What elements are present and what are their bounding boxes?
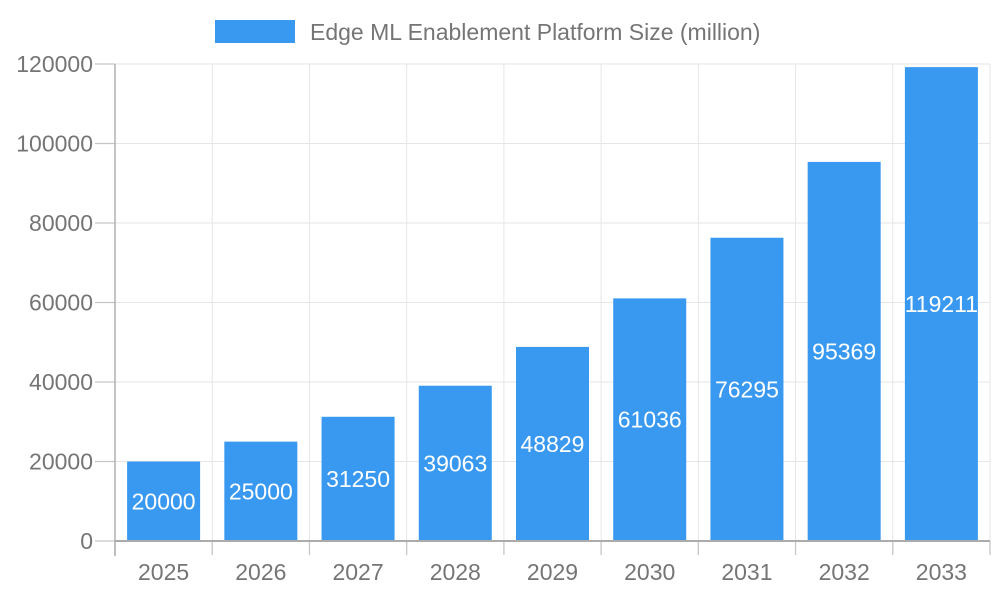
x-tick-label: 2028 xyxy=(430,559,481,585)
bar-value-label: 48829 xyxy=(521,431,585,457)
y-axis-labels: 0 20000 40000 60000 80000 100000 120000 xyxy=(16,51,93,554)
x-tick-label: 2027 xyxy=(332,559,383,585)
bar-value-label: 20000 xyxy=(132,488,196,514)
bar-2032 xyxy=(807,161,881,542)
x-tick-label: 2031 xyxy=(721,559,772,585)
bar-value-label: 119211 xyxy=(905,291,978,317)
y-tick-label: 0 xyxy=(80,528,93,554)
bar-2033 xyxy=(904,67,978,541)
x-tick-label: 2026 xyxy=(235,559,286,585)
bar-2030 xyxy=(613,298,687,541)
bar-2028 xyxy=(418,385,492,541)
bar-value-label: 25000 xyxy=(229,478,293,504)
y-tick-label: 120000 xyxy=(16,51,93,77)
y-tick-label: 60000 xyxy=(29,290,93,316)
bar-value-label: 61036 xyxy=(618,407,682,433)
y-tick-label: 20000 xyxy=(29,449,93,475)
bar-value-label: 39063 xyxy=(423,450,487,476)
x-axis-labels: 2025 2026 2027 2028 2029 2030 2031 2032 2033 xyxy=(138,559,967,585)
legend: Edge ML Enablement Platform Size (millio… xyxy=(215,19,760,45)
axis-lines xyxy=(95,63,991,556)
x-tick-label: 2032 xyxy=(819,559,870,585)
gridlines xyxy=(115,63,991,541)
bar-value-label: 76295 xyxy=(715,376,779,402)
x-tick-label: 2029 xyxy=(527,559,578,585)
x-tick-label: 2033 xyxy=(916,559,967,585)
bar-value-label: 31250 xyxy=(326,466,390,492)
bar-2026 xyxy=(224,441,298,541)
x-tick-label: 2030 xyxy=(624,559,675,585)
bar-2025 xyxy=(127,461,201,541)
legend-label: Edge ML Enablement Platform Size (millio… xyxy=(310,19,760,45)
y-tick-label: 40000 xyxy=(29,369,93,395)
bar-series xyxy=(127,67,978,542)
y-tick-label: 100000 xyxy=(16,131,93,157)
legend-swatch-icon xyxy=(215,20,295,43)
bar-value-labels: 20000 25000 31250 39063 48829 61036 76295 95369… xyxy=(132,291,978,514)
bar-2031 xyxy=(710,237,784,542)
bar-2027 xyxy=(321,416,395,541)
x-tick-label: 2025 xyxy=(138,559,189,585)
bar-value-label: 95369 xyxy=(812,338,876,364)
bar-2029 xyxy=(516,346,589,541)
y-tick-label: 80000 xyxy=(29,210,93,236)
